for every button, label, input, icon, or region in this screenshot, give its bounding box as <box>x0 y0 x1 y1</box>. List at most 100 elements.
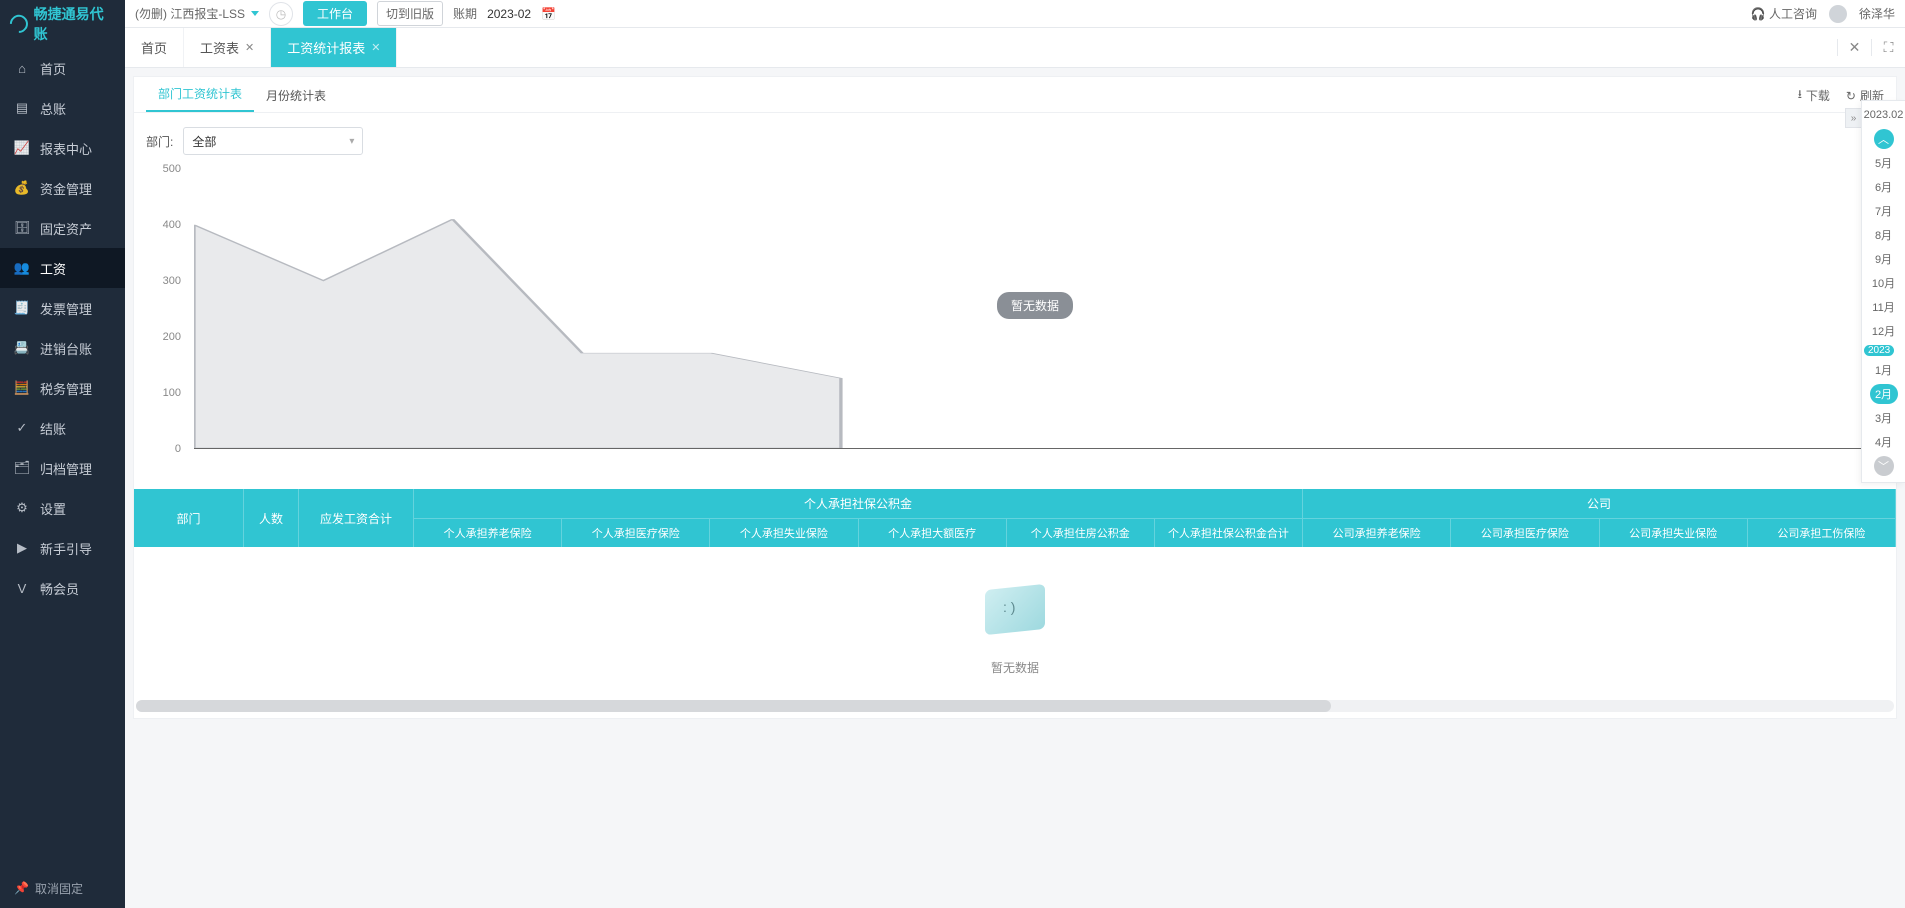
chevron-down-icon: ▾ <box>349 136 354 147</box>
month-item[interactable]: 7月 <box>1870 201 1898 221</box>
fullscreen-button[interactable]: ⛶ <box>1871 39 1905 56</box>
workspace-button[interactable]: 工作台 <box>303 1 367 26</box>
close-tab-button[interactable]: ✕ <box>1837 39 1871 56</box>
chevron-down-icon <box>251 11 259 16</box>
panel-tab[interactable]: 部门工资统计表 <box>146 77 254 112</box>
close-icon[interactable]: ✕ <box>245 41 254 54</box>
th-sub: 公司承担失业保险 <box>1600 519 1748 547</box>
panel-tab[interactable]: 月份统计表 <box>254 79 338 112</box>
nav: ⌂ 首页 ▤总账📈报表中心💰资金管理🗄固定资产👥工资🧾发票管理📇进销台账🧮税务管理✓… <box>0 48 125 868</box>
month-scroll-up[interactable]: ︿ <box>1874 129 1894 149</box>
sidebar-item[interactable]: 💰资金管理 <box>0 168 125 208</box>
tab-label: 工资表 <box>200 38 239 57</box>
pin-icon: 📌 <box>14 881 29 895</box>
sidebar-item-label: 归档管理 <box>40 459 92 478</box>
topbar-right: 🎧 人工咨询 徐泽华 <box>1751 5 1895 23</box>
content: 部门工资统计表月份统计表 ⭳ 下载 ↻ 刷新 部门: 全部 ▾ 01002003… <box>125 68 1905 908</box>
sidebar-item[interactable]: 📇进销台账 <box>0 328 125 368</box>
sidebar-item-label: 新手引导 <box>40 539 92 558</box>
month-item[interactable]: 6月 <box>1870 177 1898 197</box>
sidebar-item-label: 工资 <box>40 259 66 278</box>
username[interactable]: 徐泽华 <box>1859 5 1895 22</box>
sidebar-item-label: 结账 <box>40 419 66 438</box>
h-scrollbar[interactable] <box>136 700 1894 712</box>
month-item[interactable]: 8月 <box>1870 225 1898 245</box>
y-tick: 200 <box>163 331 181 343</box>
brand-logo: 畅捷通易代账 <box>0 0 125 48</box>
th-sub: 公司承担养老保险 <box>1303 519 1451 547</box>
empty-icon: : ) <box>975 577 1055 647</box>
th: 人数 <box>244 489 299 547</box>
y-tick: 100 <box>163 387 181 399</box>
th-sub: 公司承担医疗保险 <box>1451 519 1599 547</box>
y-tick: 300 <box>163 275 181 287</box>
pin-label: 取消固定 <box>35 880 83 897</box>
y-tick: 0 <box>175 443 181 455</box>
pin-toggle[interactable]: 📌 取消固定 <box>0 868 125 908</box>
th-sub: 个人承担大额医疗 <box>859 519 1007 547</box>
th-sub: 个人承担社保公积金合计 <box>1155 519 1302 547</box>
brand-icon <box>6 11 31 36</box>
sidebar-item[interactable]: V 畅会员 <box>0 568 125 608</box>
month-item[interactable]: 12月 <box>1870 321 1898 341</box>
sidebar-item[interactable]: 👥工资 <box>0 248 125 288</box>
sidebar-item[interactable]: 🗂归档管理 <box>0 448 125 488</box>
period-value[interactable]: 2023-02 <box>487 7 531 21</box>
month-item[interactable]: 9月 <box>1870 249 1898 269</box>
month-item[interactable]: 4月 <box>1870 432 1898 452</box>
sidebar-item[interactable]: ⌂ 首页 <box>0 48 125 88</box>
month-item[interactable]: 5月 <box>1870 153 1898 173</box>
month-year-badge: 2023 <box>1864 345 1894 356</box>
tab[interactable]: 工资统计报表✕ <box>271 28 397 67</box>
sidebar-item[interactable]: 🧮税务管理 <box>0 368 125 408</box>
plot-area: 暂无数据 1 <box>194 169 1876 449</box>
chart: 0100200300400500 暂无数据 1 <box>134 159 1896 489</box>
calendar-icon[interactable]: 📅 <box>541 7 556 21</box>
home-icon: ⌂ <box>14 60 30 76</box>
consult-label: 人工咨询 <box>1769 7 1817 21</box>
month-item[interactable]: 11月 <box>1870 297 1898 317</box>
month-strip: 2023.02 ︿ 5月 6月 7月 8月 9月 10月 11月 12月 2023 1月 2月 3月 4… <box>1861 100 1905 483</box>
sidebar-item[interactable]: ✓结账 <box>0 408 125 448</box>
recent-button[interactable]: ◷ <box>269 2 293 26</box>
sidebar-item[interactable]: 🗄固定资产 <box>0 208 125 248</box>
sidebar-item[interactable]: ⚙设置 <box>0 488 125 528</box>
download-button[interactable]: ⭳ 下载 <box>1798 85 1830 106</box>
month-item[interactable]: 1月 <box>1870 360 1898 380</box>
month-item[interactable]: 3月 <box>1870 408 1898 428</box>
sidebar-item-label: 畅会员 <box>40 579 79 598</box>
month-strip-head: 2023.02 <box>1864 107 1904 125</box>
avatar[interactable] <box>1829 5 1847 23</box>
workspace-label: 工作台 <box>317 7 353 21</box>
consult-link[interactable]: 🎧 人工咨询 <box>1751 5 1817 22</box>
sidebar-item[interactable]: ▤总账 <box>0 88 125 128</box>
th-sub: 个人承担养老保险 <box>414 519 562 547</box>
sidebar-item[interactable]: 🧾发票管理 <box>0 288 125 328</box>
dept-select[interactable]: 全部 ▾ <box>183 127 363 155</box>
month-item[interactable]: 10月 <box>1870 273 1898 293</box>
sidebar-item[interactable]: 📈报表中心 <box>0 128 125 168</box>
sidebar-item-label: 设置 <box>40 499 66 518</box>
y-tick: 500 <box>163 163 181 175</box>
switch-old-label: 切到旧版 <box>386 7 434 21</box>
sidebar-item-label: 固定资产 <box>40 219 92 238</box>
no-data-text: 暂无数据 <box>1011 299 1059 313</box>
tab[interactable]: 工资表 ✕ <box>184 28 271 67</box>
sidebar-item-label: 首页 <box>40 59 66 78</box>
table-empty: : ) 暂无数据 <box>134 547 1896 696</box>
download-label: 下载 <box>1806 87 1830 104</box>
scrollbar-thumb[interactable] <box>136 700 1331 712</box>
month-item[interactable]: 2月 <box>1870 384 1898 404</box>
company-name: (勿删) 江西报宝-LSS <box>135 5 245 22</box>
filter-row: 部门: 全部 ▾ <box>134 113 1896 159</box>
sidebar-item[interactable]: ▶新手引导 <box>0 528 125 568</box>
switch-old-button[interactable]: 切到旧版 <box>377 1 443 26</box>
month-strip-toggle[interactable]: » <box>1845 108 1861 128</box>
sidebar-item-label: 报表中心 <box>40 139 92 158</box>
vip-icon: V <box>14 580 30 596</box>
close-icon[interactable]: ✕ <box>371 41 380 54</box>
tab[interactable]: 首页 <box>125 28 184 67</box>
topbar: (勿删) 江西报宝-LSS ◷ 工作台 切到旧版 账期 2023-02 📅 🎧 … <box>125 0 1905 28</box>
company-selector[interactable]: (勿删) 江西报宝-LSS <box>135 5 259 22</box>
month-scroll-down[interactable]: ﹀ <box>1874 456 1894 476</box>
